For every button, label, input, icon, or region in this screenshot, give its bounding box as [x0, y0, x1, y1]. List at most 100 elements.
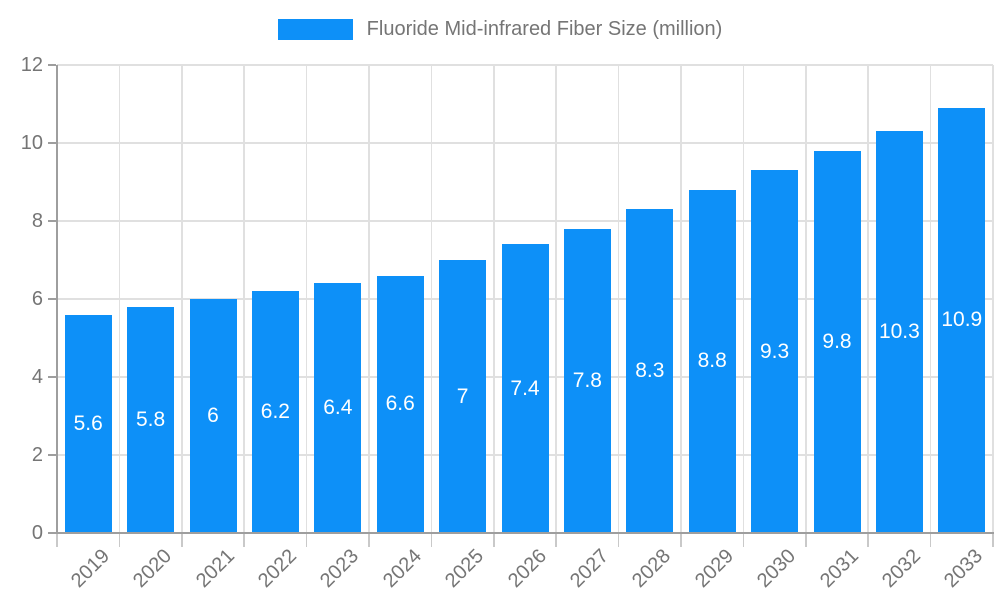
- bar-value-label-2026: 7.4: [510, 376, 540, 400]
- gridline-vertical: [430, 65, 433, 533]
- x-axis-label-2033: 2033: [940, 545, 988, 593]
- x-axis-label-2023: 2023: [316, 545, 364, 593]
- x-axis-tick: [118, 533, 121, 547]
- bar-2024[interactable]: [376, 275, 424, 533]
- legend-item[interactable]: Fluoride Mid-infrared Fiber Size (millio…: [0, 18, 1000, 41]
- bar-value-label-2028: 8.3: [635, 359, 665, 383]
- gridline-vertical: [680, 65, 682, 533]
- bar-value-label-2024: 6.6: [385, 392, 415, 416]
- y-axis-label: 8: [31, 210, 43, 232]
- bar-value-label-2023: 6.4: [323, 396, 353, 420]
- x-axis-tick: [181, 533, 183, 547]
- bar-value-label-2019: 5.6: [73, 411, 103, 435]
- bar-value-label-2030: 9.3: [759, 339, 790, 363]
- x-axis-label-2031: 2031: [815, 545, 863, 593]
- x-axis-tick: [680, 533, 682, 547]
- bar-2030[interactable]: [751, 170, 799, 533]
- y-axis-label: 6: [31, 288, 43, 310]
- gridline-vertical: [493, 65, 495, 533]
- x-axis-tick: [368, 533, 370, 547]
- y-axis-tick: [48, 142, 56, 144]
- x-axis-label-2032: 2032: [877, 545, 925, 593]
- bar-value-label-2021: 6: [207, 404, 219, 427]
- bar-2032[interactable]: [875, 131, 923, 533]
- x-axis-label-2021: 2021: [191, 545, 239, 593]
- plot-area: 0 2 4 6 8 10 12 5.6 5.8 6 6.2 6.4 6.6 7 7.4 7.8 8.3 8.8 9.…: [21, 55, 994, 592]
- bar-2029[interactable]: [688, 189, 736, 533]
- bar-value-label-2025: 7: [456, 384, 469, 408]
- x-axis-label-2019: 2019: [66, 545, 114, 593]
- gridline-vertical: [305, 65, 308, 533]
- bar-2021[interactable]: [189, 299, 237, 533]
- y-axis-tick: [48, 376, 56, 378]
- gridline-vertical: [368, 65, 370, 533]
- y-axis-label: 2: [31, 444, 43, 466]
- bar-value-label-2032: 10.3: [878, 320, 920, 344]
- x-axis-tick: [867, 533, 869, 547]
- y-axis-tick: [48, 454, 56, 456]
- x-axis-label-2020: 2020: [129, 545, 177, 593]
- gridline-vertical: [805, 65, 807, 533]
- bar-2022[interactable]: [251, 291, 299, 533]
- bar-2019[interactable]: [64, 314, 112, 533]
- y-axis-tick: [48, 298, 56, 300]
- bar-value-label-2033: 10.9: [941, 308, 983, 332]
- x-axis-tick: [430, 533, 433, 547]
- gridline-vertical: [929, 65, 932, 533]
- y-axis-label: 0: [31, 522, 43, 544]
- x-axis-label-2029: 2029: [690, 545, 738, 593]
- x-axis-label-2025: 2025: [441, 545, 489, 593]
- gridline-vertical: [617, 65, 620, 533]
- x-axis-label-2026: 2026: [503, 545, 551, 593]
- y-axis-tick: [48, 220, 56, 222]
- x-axis-tick: [305, 533, 308, 547]
- bar-value-label-2029: 8.8: [697, 349, 727, 373]
- bar-2031[interactable]: [813, 150, 861, 533]
- x-axis-tick: [617, 533, 620, 547]
- gridline-vertical: [555, 65, 557, 533]
- x-axis-line: [56, 532, 994, 534]
- gridline-vertical: [118, 65, 121, 533]
- bar-2027[interactable]: [563, 228, 611, 533]
- gridline-vertical: [243, 65, 245, 533]
- gridline-vertical: [992, 65, 994, 533]
- x-axis-label-2024: 2024: [378, 545, 426, 593]
- x-axis-tick: [805, 533, 807, 547]
- y-axis-label: 12: [20, 54, 43, 76]
- y-axis-label: 4: [31, 366, 43, 388]
- x-axis-tick: [992, 533, 994, 547]
- legend-swatch: [277, 19, 353, 40]
- y-axis-label: 10: [20, 132, 43, 154]
- x-axis-tick: [493, 533, 495, 547]
- bar-value-label-2020: 5.8: [135, 407, 166, 431]
- gridline-vertical: [742, 65, 745, 533]
- x-axis-label-2022: 2022: [253, 545, 301, 593]
- x-axis-tick: [929, 533, 932, 547]
- legend-label: Fluoride Mid-infrared Fiber Size (millio…: [366, 18, 723, 40]
- bar-2025[interactable]: [439, 260, 487, 533]
- bar-2023[interactable]: [314, 283, 362, 533]
- gridline-horizontal: [57, 220, 993, 222]
- x-axis-tick: [56, 533, 58, 547]
- x-axis-label-2027: 2027: [565, 545, 613, 593]
- x-axis-tick: [555, 533, 557, 547]
- y-axis-line: [56, 65, 58, 533]
- y-axis-tick: [48, 532, 56, 534]
- gridline-vertical: [181, 65, 183, 533]
- gridline-vertical: [867, 65, 869, 533]
- x-axis-label-2030: 2030: [753, 545, 801, 593]
- bar-2028[interactable]: [626, 209, 674, 533]
- bar-value-label-2031: 9.8: [822, 329, 852, 353]
- bar-2033[interactable]: [938, 107, 986, 533]
- gridline-horizontal: [57, 64, 993, 66]
- bar-value-label-2027: 7.8: [572, 368, 602, 392]
- x-axis-tick: [243, 533, 245, 547]
- bar-2020[interactable]: [127, 306, 175, 533]
- gridline-horizontal: [57, 142, 993, 144]
- x-axis-tick: [742, 533, 745, 547]
- y-axis-tick: [48, 64, 56, 66]
- bar-value-label-2022: 6.2: [260, 400, 290, 424]
- bar-2026[interactable]: [501, 244, 549, 533]
- x-axis-label-2028: 2028: [628, 545, 676, 593]
